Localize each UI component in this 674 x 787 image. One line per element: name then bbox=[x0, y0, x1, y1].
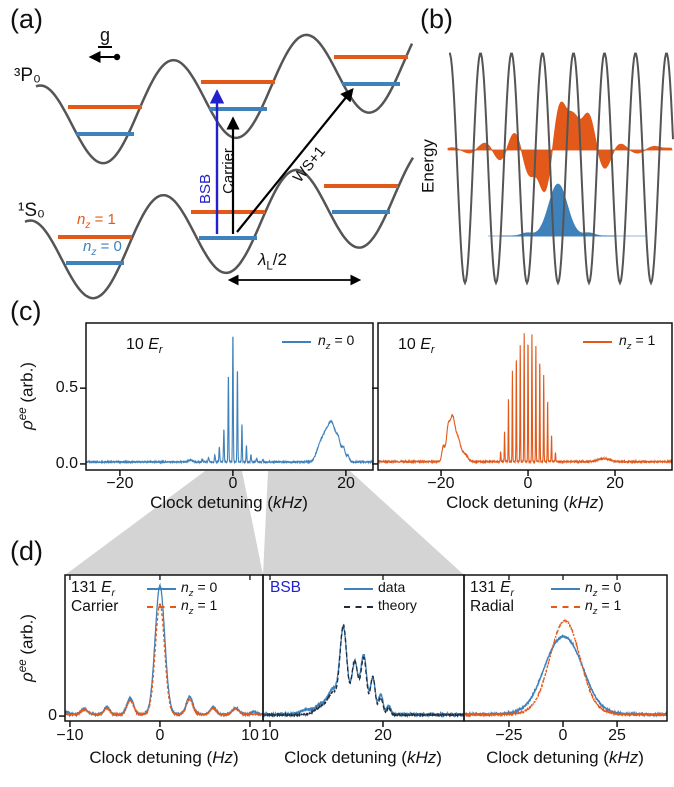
panel-a-diagram bbox=[24, 33, 415, 300]
legend-swatch bbox=[583, 341, 612, 343]
d-radial-depth-annotation: 131 Er bbox=[470, 579, 515, 600]
carrier-arrow-label: Carrier bbox=[219, 148, 237, 194]
c-y-tick-label: 0.5 bbox=[55, 379, 78, 396]
energy-axis-label: Energy bbox=[418, 139, 438, 193]
nz0-level-label: nz = 0 bbox=[83, 238, 122, 258]
lattice-curve bbox=[449, 52, 674, 286]
legend-label: nz = 1 bbox=[181, 597, 218, 617]
plot-frame bbox=[377, 322, 673, 471]
d-carrier-annotation: Carrier bbox=[71, 598, 119, 615]
legend-swatch bbox=[551, 606, 580, 608]
d-y-tick-label: 0 bbox=[48, 707, 57, 724]
panel-d-label: (d) bbox=[10, 536, 43, 566]
plot-area-d_radial bbox=[464, 618, 667, 718]
lattice-period-label: λL/2 bbox=[258, 250, 287, 273]
x-tick-label: −10 bbox=[56, 727, 84, 744]
series-line-nz0 bbox=[86, 336, 373, 465]
panel-b-label: (b) bbox=[420, 4, 453, 34]
plot-area-c_left bbox=[86, 336, 373, 465]
plot-frame bbox=[85, 322, 374, 471]
legend-label: data bbox=[378, 579, 406, 595]
d-carrier-xlabel: Clock detuning (Hz) bbox=[89, 748, 239, 767]
ground-wavefunction bbox=[500, 183, 616, 237]
x-tick-label: −25 bbox=[495, 727, 523, 744]
ws-wavefunction bbox=[447, 101, 673, 193]
c-y-tick-label: 0.0 bbox=[55, 455, 78, 472]
x-tick-label: 20 bbox=[606, 475, 624, 492]
zoom-connector-shape bbox=[263, 471, 464, 575]
d-bsb-annotation: BSB bbox=[270, 579, 302, 596]
c-ylabel: ρee (arb.) bbox=[16, 362, 37, 430]
x-tick-label: 20 bbox=[374, 727, 392, 744]
legend-label: nz = 0 bbox=[181, 579, 218, 599]
series-line-nz1 bbox=[65, 602, 263, 718]
plot-area-d_bsb bbox=[263, 623, 464, 719]
lower-state-label: ¹S₀ bbox=[18, 200, 45, 221]
zoom-connector-shape bbox=[65, 471, 263, 575]
upper-state-label: ³P₀ bbox=[14, 65, 41, 86]
legend-label: nz = 1 bbox=[619, 332, 656, 352]
series-line-data bbox=[263, 623, 464, 719]
panel-b-diagram bbox=[447, 52, 674, 286]
legend-swatch bbox=[344, 606, 373, 608]
d-radial-annotation: Radial bbox=[470, 598, 514, 615]
plot-area-d_carrier bbox=[65, 582, 263, 718]
c-left-xlabel: Clock detuning (kHz) bbox=[150, 493, 308, 512]
series-line-nz1 bbox=[378, 333, 672, 465]
x-tick-label: 0 bbox=[558, 727, 568, 744]
legend-label: nz = 0 bbox=[318, 332, 355, 352]
x-tick-label: 0 bbox=[155, 727, 165, 744]
x-tick-label: 10 bbox=[261, 727, 279, 744]
legend-label: theory bbox=[378, 597, 417, 613]
legend-label: nz = 0 bbox=[585, 579, 622, 599]
x-tick-label: 0 bbox=[228, 475, 238, 492]
panel-c-label: (c) bbox=[10, 296, 42, 326]
plot-area-c_right bbox=[378, 333, 672, 465]
legend-swatch bbox=[147, 588, 176, 590]
x-tick-label: 10 bbox=[241, 727, 259, 744]
d-radial-xlabel: Clock detuning (kHz) bbox=[486, 748, 644, 767]
plot-frame bbox=[463, 574, 668, 722]
legend-swatch bbox=[147, 606, 176, 608]
legend-swatch bbox=[282, 341, 311, 343]
c-left-depth-annotation: 10 Er bbox=[126, 336, 163, 357]
c-right-xlabel: Clock detuning (kHz) bbox=[446, 493, 604, 512]
x-tick-label: 25 bbox=[608, 727, 626, 744]
d-carrier-depth-annotation: 131 Er bbox=[71, 579, 116, 600]
d-bsb-xlabel: Clock detuning (kHz) bbox=[284, 748, 442, 767]
nz1-level-label: nz = 1 bbox=[77, 211, 116, 231]
legend-swatch bbox=[344, 588, 373, 590]
x-tick-label: 0 bbox=[523, 475, 533, 492]
lattice-curve bbox=[24, 157, 415, 300]
panel-a-label: (a) bbox=[10, 4, 43, 34]
bsb-arrow-label: BSB bbox=[196, 173, 214, 205]
ws-plus-1-arrow bbox=[236, 87, 354, 233]
series-line-nz0 bbox=[464, 634, 667, 718]
gravity-arrow-dot bbox=[113, 53, 121, 61]
c-right-depth-annotation: 10 Er bbox=[398, 336, 435, 357]
plot-frame bbox=[262, 574, 465, 722]
series-line-nz1 bbox=[464, 618, 667, 718]
legend-swatch bbox=[551, 588, 580, 590]
gravity-label: g bbox=[98, 25, 113, 48]
d-ylabel: ρee (arb.) bbox=[16, 614, 37, 682]
x-tick-label: 20 bbox=[337, 475, 355, 492]
x-tick-label: −20 bbox=[427, 475, 455, 492]
legend-label: nz = 1 bbox=[585, 597, 622, 617]
series-line-theory bbox=[263, 623, 464, 718]
x-tick-label: −20 bbox=[106, 475, 134, 492]
